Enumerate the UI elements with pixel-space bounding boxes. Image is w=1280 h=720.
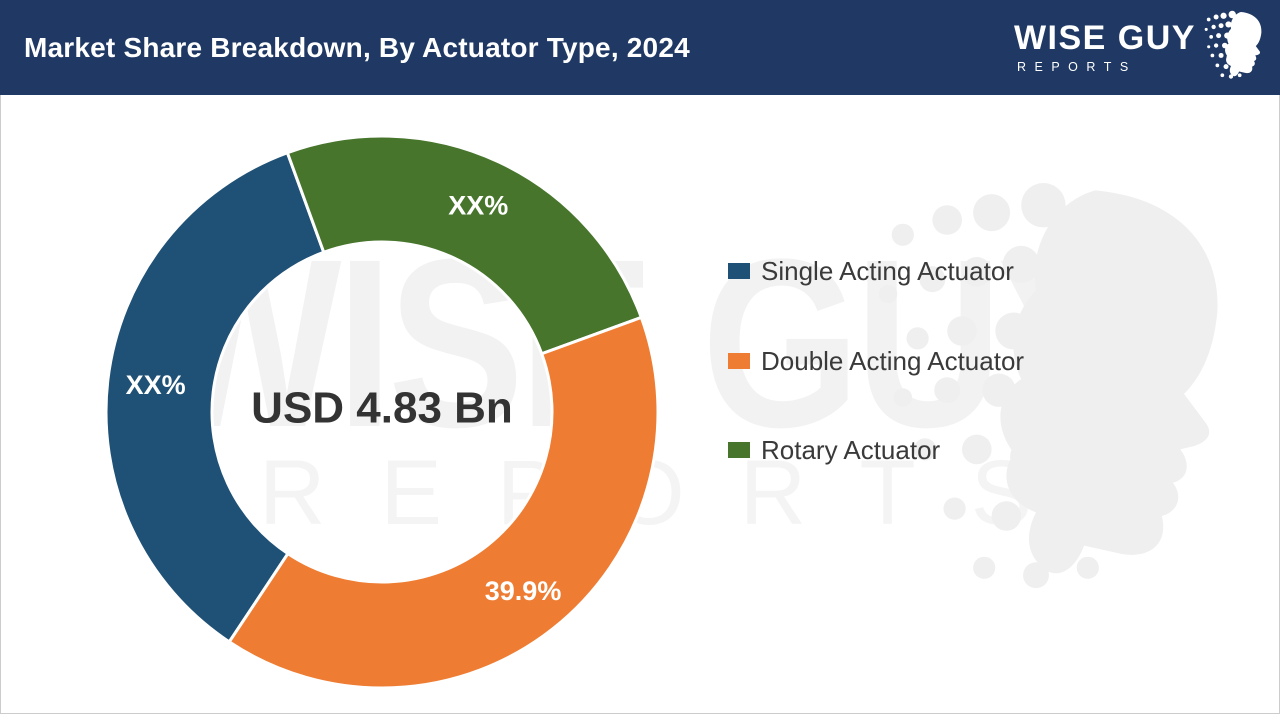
legend-label-double-acting: Double Acting Actuator: [761, 345, 1025, 376]
brand-subname: REPORTS: [1016, 60, 1137, 74]
brand-name: WISE GUY: [1013, 19, 1196, 57]
chart-area: WISE GUY REPORTS XX%XX%39.9%USD 4.83 Bn …: [0, 95, 1280, 714]
donut-chart: XX% XX% 39.9% USD 4.83 Bn: [104, 134, 660, 690]
brand-logo: WISE GUY REPORTS: [1014, 10, 1262, 86]
legend-item-double-acting: Double Acting Actuator: [728, 345, 1025, 376]
page-title: Market Share Breakdown, By Actuator Type…: [24, 31, 690, 63]
legend-label-rotary: Rotary Actuator: [761, 434, 941, 465]
legend-swatch-single-acting: [728, 263, 750, 279]
slice-value-label: XX%: [126, 370, 186, 400]
slice-value-label: 39.9%: [485, 576, 562, 606]
header-bar: Market Share Breakdown, By Actuator Type…: [0, 0, 1280, 95]
slice-value-label: XX%: [448, 190, 508, 220]
brand-logo-text: WISE GUY REPORTS: [1014, 21, 1196, 74]
legend-item-rotary: Rotary Actuator: [728, 434, 941, 465]
donut-slice-double-acting-actuator: [227, 315, 660, 690]
legend-swatch-rotary: [728, 442, 750, 458]
donut-center-value: USD 4.83 Bn: [251, 384, 513, 433]
watermark-dot-face-icon: [878, 183, 1218, 589]
dot-face-logo-icon: [1204, 10, 1262, 79]
legend-swatch-double-acting: [728, 353, 750, 369]
legend-label-single-acting: Single Acting Actuator: [761, 255, 1014, 286]
donut-slice-single-acting-actuator: [104, 150, 326, 644]
legend-item-single-acting: Single Acting Actuator: [728, 255, 1014, 286]
donut-slice-rotary-actuator: [285, 134, 644, 356]
